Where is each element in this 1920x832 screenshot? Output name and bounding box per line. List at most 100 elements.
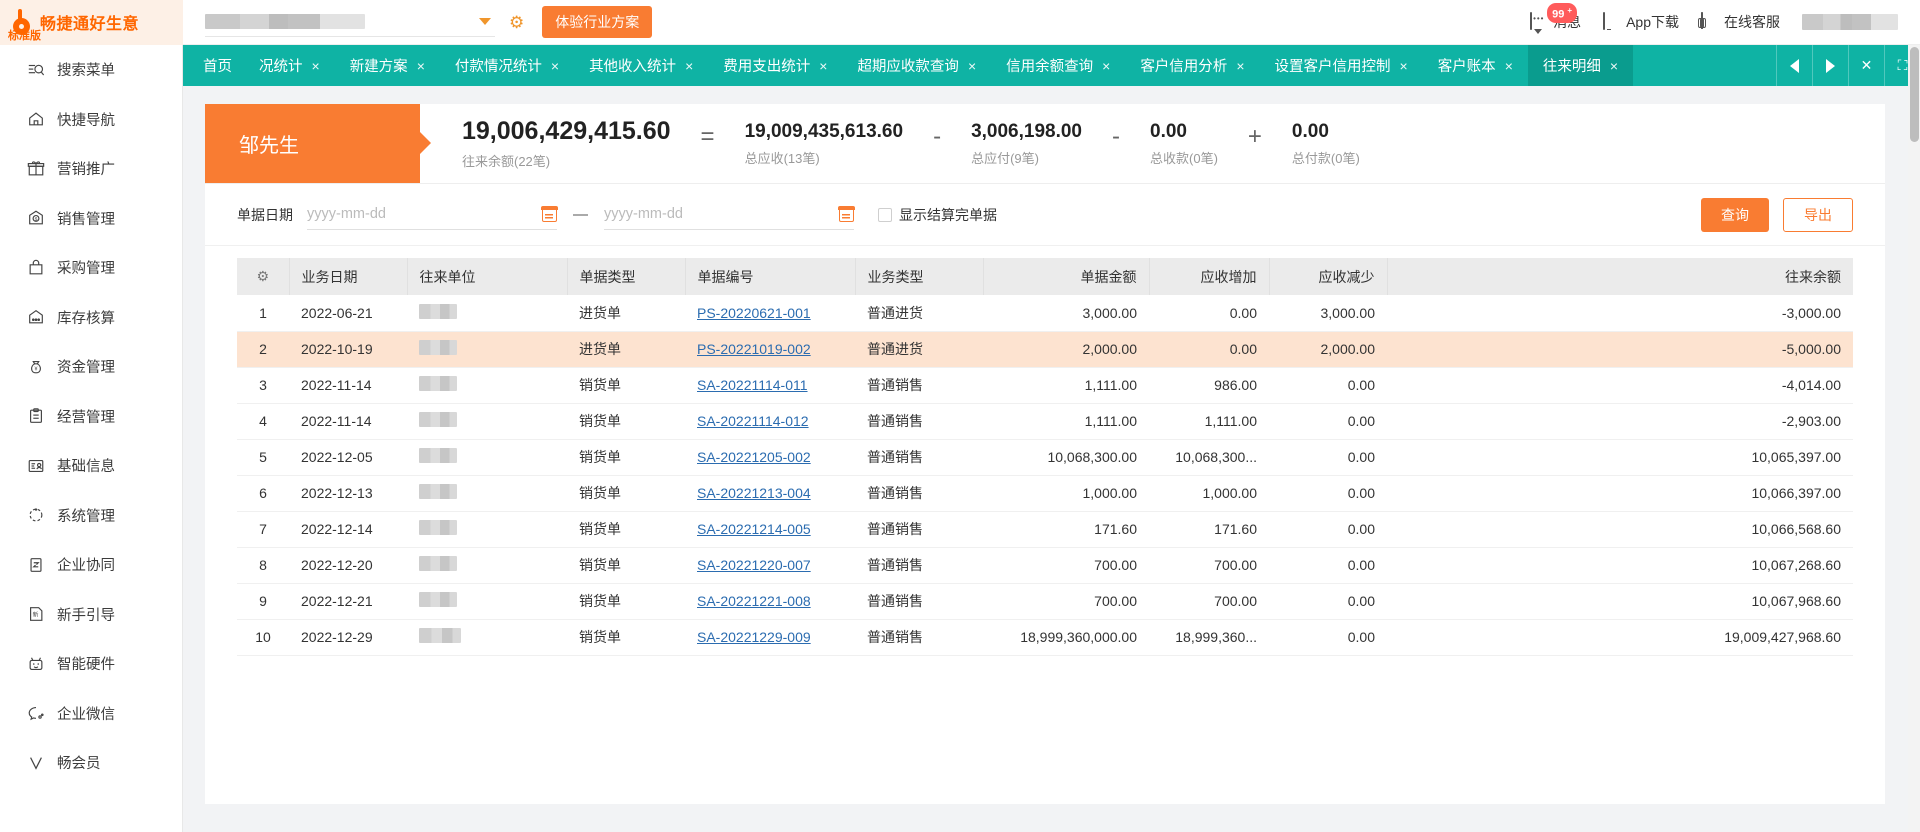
date-to-field[interactable]	[604, 200, 855, 230]
tab-5[interactable]: 费用支出统计 ×	[708, 45, 842, 86]
sidebar-item-7[interactable]: ¥ 资金管理	[0, 342, 182, 392]
date-from-field[interactable]	[307, 200, 558, 230]
sidebar-item-15[interactable]: 畅会员	[0, 738, 182, 788]
close-tab-icon[interactable]: ✕	[1848, 45, 1884, 86]
tab-close-icon[interactable]: ×	[1609, 57, 1619, 74]
export-button[interactable]: 导出	[1783, 197, 1853, 232]
tab-9[interactable]: 设置客户信用控制 ×	[1260, 45, 1423, 86]
sidebar-item-4[interactable]: $ 销售管理	[0, 194, 182, 244]
tab-2[interactable]: 新建方案 ×	[335, 45, 440, 86]
column-header-recv_inc[interactable]: 应收增加	[1149, 258, 1270, 295]
table-row[interactable]: 1 2022-06-21 进货单 PS-20220621-001 普通进货 3,000.0…	[237, 295, 1853, 332]
tab-6[interactable]: 超期应收款查询 ×	[842, 45, 991, 86]
online-service-entry[interactable]: 在线客服	[1701, 12, 1780, 32]
document-link[interactable]: PS-20220621-001	[697, 304, 811, 321]
fullscreen-icon[interactable]: ⛶	[1884, 45, 1920, 86]
page-scrollbar-thumb[interactable]	[1910, 47, 1919, 142]
sidebar-item-5[interactable]: 采购管理	[0, 243, 182, 293]
tab-close-icon[interactable]: ×	[550, 57, 560, 74]
column-header-biz_type[interactable]: 业务类型	[855, 258, 984, 295]
column-settings-icon[interactable]: ⚙	[256, 268, 270, 284]
table-row[interactable]: 2 2022-10-19 进货单 PS-20221019-002 普通进货 2,000.0…	[237, 331, 1853, 368]
document-link[interactable]: SA-20221220-007	[697, 557, 811, 573]
column-header-party[interactable]: 往来单位	[407, 258, 568, 295]
sidebar-item-2[interactable]: 快捷导航	[0, 95, 182, 145]
column-header-idx[interactable]: ⚙	[237, 258, 290, 295]
document-link[interactable]: SA-20221229-009	[697, 629, 811, 645]
cell-doc_no[interactable]: SA-20221220-007	[685, 547, 855, 584]
cell-doc_no[interactable]: SA-20221213-004	[685, 475, 855, 512]
tab-7[interactable]: 信用余额查询 ×	[991, 45, 1125, 86]
page-scrollbar[interactable]	[1908, 45, 1920, 832]
date-from-input[interactable]	[307, 206, 522, 222]
sidebar-item-14[interactable]: 企业微信	[0, 689, 182, 739]
column-header-date[interactable]: 业务日期	[289, 258, 408, 295]
date-to-input[interactable]	[604, 206, 819, 222]
cell-doc_no[interactable]: SA-20221114-012	[685, 403, 855, 440]
tab-close-icon[interactable]: ×	[967, 57, 977, 74]
column-header-amount[interactable]: 单据金额	[983, 258, 1150, 295]
document-link[interactable]: SA-20221214-005	[697, 521, 811, 537]
table-row[interactable]: 10 2022-12-29 销货单 SA-20221229-009 普通销售 18,999…	[237, 619, 1853, 656]
sidebar-item-8[interactable]: 经营管理	[0, 392, 182, 442]
query-button[interactable]: 查询	[1701, 197, 1769, 232]
tab-close-icon[interactable]: ×	[416, 57, 425, 74]
table-row[interactable]: 5 2022-12-05 销货单 SA-20221205-002 普通销售 10,068,…	[237, 439, 1853, 476]
cell-doc_no[interactable]: SA-20221205-002	[685, 439, 855, 476]
cell-doc_no[interactable]: PS-20220621-001	[685, 295, 855, 332]
sidebar-item-1[interactable]: 搜索菜单	[0, 45, 182, 95]
document-link[interactable]: PS-20221019-002	[697, 341, 811, 357]
cell-doc_no[interactable]: SA-20221221-008	[685, 583, 855, 620]
prev-tab-icon[interactable]	[1776, 45, 1812, 86]
app-download-entry[interactable]: App下载	[1603, 12, 1679, 32]
table-row[interactable]: 3 2022-11-14 销货单 SA-20221114-011 普通销售 1,111.0…	[237, 367, 1853, 404]
table-row[interactable]: 7 2022-12-14 销货单 SA-20221214-005 普通销售 171.60 1…	[237, 511, 1853, 548]
document-link[interactable]: SA-20221205-002	[697, 449, 811, 465]
show-settled-checkbox[interactable]: 显示结算完单据	[878, 205, 997, 225]
tab-3[interactable]: 付款情况统计 ×	[440, 45, 574, 86]
cell-doc_no[interactable]: SA-20221229-009	[685, 619, 855, 656]
gear-icon[interactable]: ⚙	[509, 12, 525, 32]
sidebar-item-10[interactable]: 系统管理	[0, 491, 182, 541]
column-header-doc_type[interactable]: 单据类型	[567, 258, 686, 295]
sidebar-item-6[interactable]: 库存核算	[0, 293, 182, 343]
tab-8[interactable]: 客户信用分析 ×	[1125, 45, 1259, 86]
table-row[interactable]: 4 2022-11-14 销货单 SA-20221114-012 普通销售 1,111.0…	[237, 403, 1853, 440]
table-row[interactable]: 6 2022-12-13 销货单 SA-20221213-004 普通销售 1,000.0…	[237, 475, 1853, 512]
tab-home[interactable]: 首页	[183, 45, 244, 86]
tab-close-icon[interactable]: ×	[1102, 57, 1111, 74]
experience-industry-plan-button[interactable]: 体验行业方案	[542, 6, 653, 38]
sidebar-item-13[interactable]: 智能硬件	[0, 639, 182, 689]
next-tab-icon[interactable]	[1812, 45, 1848, 86]
sidebar-item-12[interactable]: 新 新手引导	[0, 590, 182, 640]
tab-close-icon[interactable]: ×	[685, 57, 694, 74]
tab-close-icon[interactable]: ×	[1236, 57, 1245, 74]
chevron-down-icon[interactable]	[479, 18, 491, 25]
document-link[interactable]: SA-20221114-012	[697, 413, 809, 429]
cell-doc_no[interactable]: SA-20221114-011	[685, 367, 855, 404]
tab-10[interactable]: 客户账本 ×	[1423, 45, 1528, 86]
column-header-balance[interactable]: 往来余额	[1387, 258, 1853, 295]
column-header-recv_dec[interactable]: 应收减少	[1269, 258, 1388, 295]
cell-doc_no[interactable]: SA-20221214-005	[685, 511, 855, 548]
cell-doc_no[interactable]: PS-20221019-002	[685, 331, 855, 368]
calendar-icon[interactable]	[838, 205, 855, 222]
table-row[interactable]: 9 2022-12-21 销货单 SA-20221221-008 普通销售 700.00 7…	[237, 583, 1853, 620]
document-link[interactable]: SA-20221221-008	[697, 593, 811, 609]
table-row[interactable]: 8 2022-12-20 销货单 SA-20221220-007 普通销售 700.00 7…	[237, 547, 1853, 584]
tab-close-icon[interactable]: ×	[311, 57, 320, 74]
sidebar-item-3[interactable]: 营销推广	[0, 144, 182, 194]
document-link[interactable]: SA-20221213-004	[697, 485, 811, 501]
messages-entry[interactable]: ••• 消息 99 +	[1530, 3, 1581, 32]
calendar-icon[interactable]	[541, 205, 558, 222]
sidebar-item-9[interactable]: 基础信息	[0, 441, 182, 491]
tab-close-icon[interactable]: ×	[819, 57, 828, 74]
tab-close-icon[interactable]: ×	[1399, 57, 1408, 74]
document-link[interactable]: SA-20221114-011	[697, 377, 808, 393]
tab-4[interactable]: 其他收入统计 ×	[574, 45, 708, 86]
tab-close-icon[interactable]: ×	[1504, 57, 1513, 74]
tab-1[interactable]: 况统计 ×	[244, 45, 335, 86]
column-header-doc_no[interactable]: 单据编号	[685, 258, 856, 295]
sidebar-item-11[interactable]: 企业协同	[0, 540, 182, 590]
tab-11[interactable]: 往来明细 ×	[1527, 45, 1634, 86]
